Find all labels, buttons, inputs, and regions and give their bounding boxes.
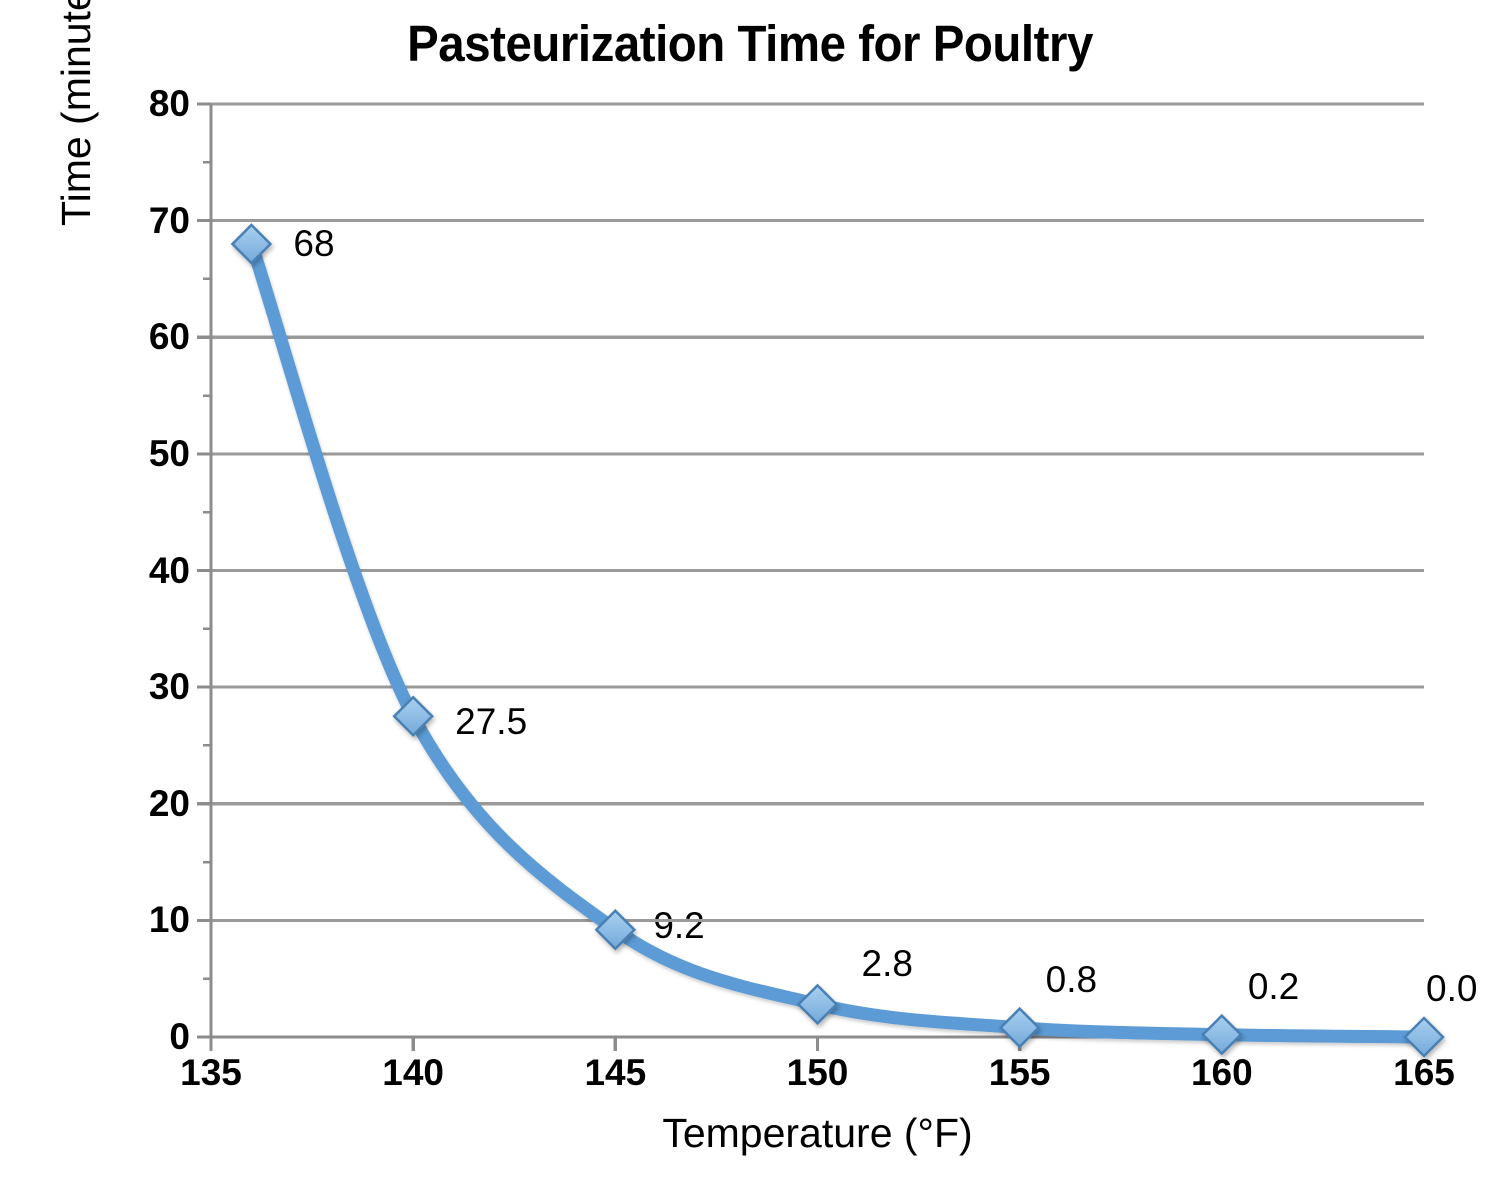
- data-point-marker[interactable]: [1201, 1013, 1243, 1056]
- data-point-marker[interactable]: [998, 1006, 1041, 1049]
- chart-title: Pasteurization Time for Poultry: [407, 15, 1093, 72]
- y-axis-tick-label: 20: [148, 782, 190, 824]
- data-point-marker[interactable]: [594, 908, 637, 951]
- data-point-label: 2.8: [861, 943, 913, 985]
- data-point-label: 0.2: [1247, 965, 1300, 1007]
- series-line: [244, 237, 1431, 1044]
- data-point-marker[interactable]: [796, 983, 839, 1026]
- x-axis-title: Temperature (°F): [662, 1110, 973, 1156]
- x-axis-tick-label: 145: [584, 1052, 647, 1093]
- data-point-label: 9.2: [653, 904, 705, 946]
- data-point-marker[interactable]: [392, 695, 434, 738]
- data-point-marker[interactable]: [230, 223, 273, 265]
- y-axis-tick-label: 80: [148, 83, 190, 124]
- x-axis-tick-label: 165: [1393, 1052, 1455, 1093]
- x-axis-tick-label: 155: [988, 1052, 1051, 1093]
- y-axis-tick-label: 30: [148, 666, 190, 708]
- x-axis-tick-label: 160: [1190, 1052, 1253, 1093]
- y-axis-tick-label: 60: [148, 316, 190, 358]
- y-axis-tick-label: 10: [148, 899, 190, 941]
- data-point-label: 0.8: [1045, 958, 1098, 1000]
- x-axis-tick-label: 150: [786, 1052, 849, 1093]
- axis-ticks: [197, 102, 1426, 1051]
- y-axis-tick-label: 0: [169, 1016, 190, 1057]
- x-axis-tick-label: 140: [382, 1052, 445, 1093]
- y-axis-tick-label: 40: [148, 549, 190, 591]
- data-point-label: 0.0: [1426, 968, 1478, 1009]
- gridlines: [211, 102, 1424, 922]
- data-point-marker[interactable]: [1403, 1016, 1445, 1058]
- data-markers: [230, 223, 1445, 1058]
- x-axis-tick-label: 135: [180, 1052, 242, 1093]
- y-axis-tick-label: 70: [148, 199, 190, 241]
- data-point-label: 68: [293, 222, 335, 264]
- data-point-label: 27.5: [455, 701, 528, 743]
- data-series: [244, 237, 1431, 1044]
- y-axis-tick-label: 50: [148, 432, 190, 474]
- y-axis-tick-labels: 0 10 20 30 40 50 60 70 80: [60, 0, 190, 1177]
